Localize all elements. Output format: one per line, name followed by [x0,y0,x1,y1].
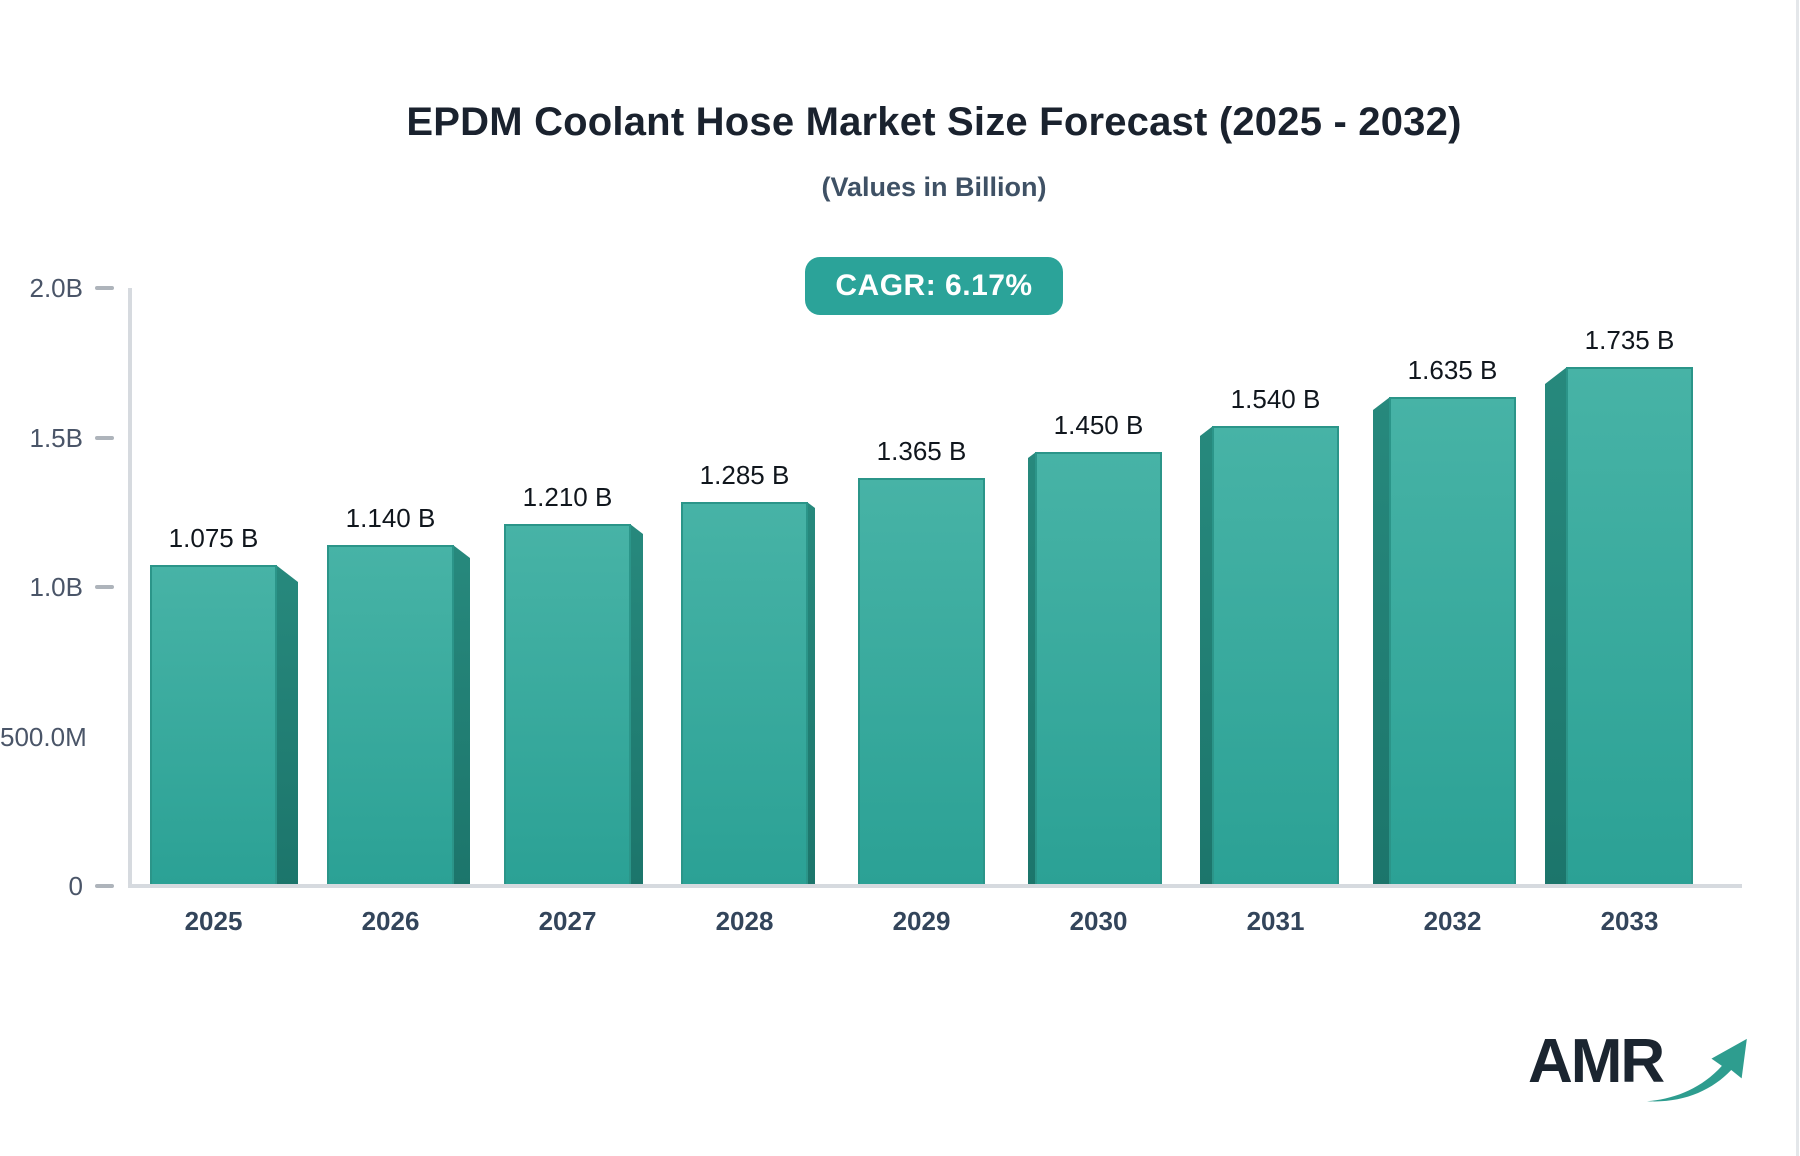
bar-2025 [150,565,277,886]
bar-2032 [1389,397,1516,886]
x-axis-label: 2028 [715,906,774,936]
x-axis-label: 2027 [538,906,597,936]
screen-right-border [1796,0,1799,1156]
x-axis-label: 2032 [1423,906,1482,936]
bar-value-label: 1.140 B [345,503,436,533]
growth-arrow-icon [1647,1038,1748,1102]
x-axis-label: 2025 [184,906,243,936]
x-axis-label: 2029 [892,906,951,936]
bar-2027 [504,524,631,886]
cagr-badge-row: CAGR: 6.17% [126,257,1742,315]
x-axis-label: 2030 [1069,906,1128,936]
bar-value-label: 1.735 B [1584,325,1675,355]
bar-side-face [276,565,298,886]
bar-value-label: 1.285 B [699,460,790,490]
y-axis-tick-mark [95,435,114,440]
bar-side-face [453,545,470,886]
y-axis-tick-label: 1.5B [29,422,84,453]
y-axis-tick-label: 0 [68,871,83,901]
y-axis-line [128,288,132,888]
x-axis-label: 2031 [1246,906,1305,936]
bar-side-face [807,502,815,886]
bar-2031 [1212,426,1339,886]
bar-2028 [681,502,808,886]
y-axis-tick-mark [95,585,114,589]
amr-logo: AMR [1528,1018,1751,1106]
bar-side-face [1545,367,1567,886]
bar-value-label: 1.075 B [168,523,259,553]
bar-side-face [1028,452,1036,886]
bar-value-label: 1.450 B [1053,410,1144,440]
x-axis-line [128,884,1742,888]
bar-2029 [858,478,985,886]
y-axis-tick-mark [95,286,114,290]
bar-side-face [630,524,643,886]
bar-2026 [327,545,454,886]
chart-title: EPDM Coolant Hose Market Size Forecast (… [406,100,1462,144]
x-axis-label: 2033 [1600,906,1659,936]
y-axis-tick-label: 1.0B [29,572,84,602]
y-axis-tick-mark [95,884,114,888]
y-axis-tick-label: 2.0B [29,273,84,303]
x-axis-label: 2026 [361,906,420,936]
y-axis-tick-label: 500.0M [0,721,87,752]
bar-value-label: 1.635 B [1407,355,1498,385]
bar-side-face [1200,426,1213,886]
bar-value-label: 1.365 B [876,436,967,466]
bar-2030 [1035,452,1162,886]
bar-value-label: 1.210 B [522,482,613,512]
chart-subtitle: (Values in Billion) [821,172,1047,202]
amr-logo-text: AMR [1528,1027,1665,1096]
bar-2033 [1566,367,1693,886]
cagr-badge: CAGR: 6.17% [805,257,1063,315]
bar-value-label: 1.540 B [1230,384,1321,414]
bar-side-face [1373,397,1390,886]
